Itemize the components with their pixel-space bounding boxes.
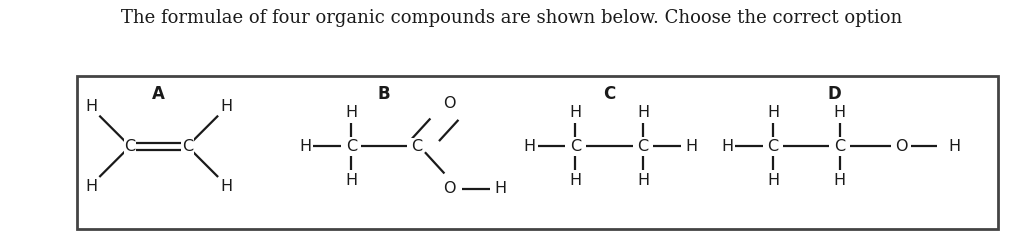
Text: H: H	[685, 139, 697, 154]
Text: H: H	[767, 105, 779, 120]
Text: O: O	[443, 96, 456, 111]
Text: H: H	[948, 139, 961, 154]
Text: H: H	[569, 105, 582, 120]
Text: H: H	[220, 179, 232, 194]
Text: H: H	[220, 99, 232, 114]
Text: O: O	[443, 181, 456, 196]
Text: O: O	[895, 139, 907, 154]
Text: H: H	[85, 179, 97, 194]
Text: H: H	[85, 99, 97, 114]
Text: C: C	[182, 139, 193, 154]
Text: C: C	[570, 139, 581, 154]
FancyBboxPatch shape	[77, 76, 998, 229]
Text: H: H	[637, 173, 649, 188]
Text: H: H	[345, 105, 357, 120]
Text: H: H	[523, 139, 536, 154]
Text: H: H	[345, 173, 357, 188]
Text: C: C	[835, 139, 845, 154]
Text: H: H	[767, 173, 779, 188]
Text: C: C	[125, 139, 135, 154]
Text: C: C	[346, 139, 356, 154]
Text: D: D	[827, 85, 842, 103]
Text: H: H	[637, 105, 649, 120]
Text: A: A	[153, 85, 165, 103]
Text: H: H	[834, 173, 846, 188]
Text: H: H	[721, 139, 733, 154]
Text: C: C	[603, 85, 615, 103]
Text: H: H	[569, 173, 582, 188]
Text: The formulae of four organic compounds are shown below. Choose the correct optio: The formulae of four organic compounds a…	[122, 9, 902, 27]
Text: C: C	[768, 139, 778, 154]
Text: B: B	[378, 85, 390, 103]
Text: H: H	[495, 181, 507, 196]
Text: C: C	[638, 139, 648, 154]
Text: C: C	[412, 139, 422, 154]
Text: H: H	[299, 139, 311, 154]
Text: H: H	[834, 105, 846, 120]
